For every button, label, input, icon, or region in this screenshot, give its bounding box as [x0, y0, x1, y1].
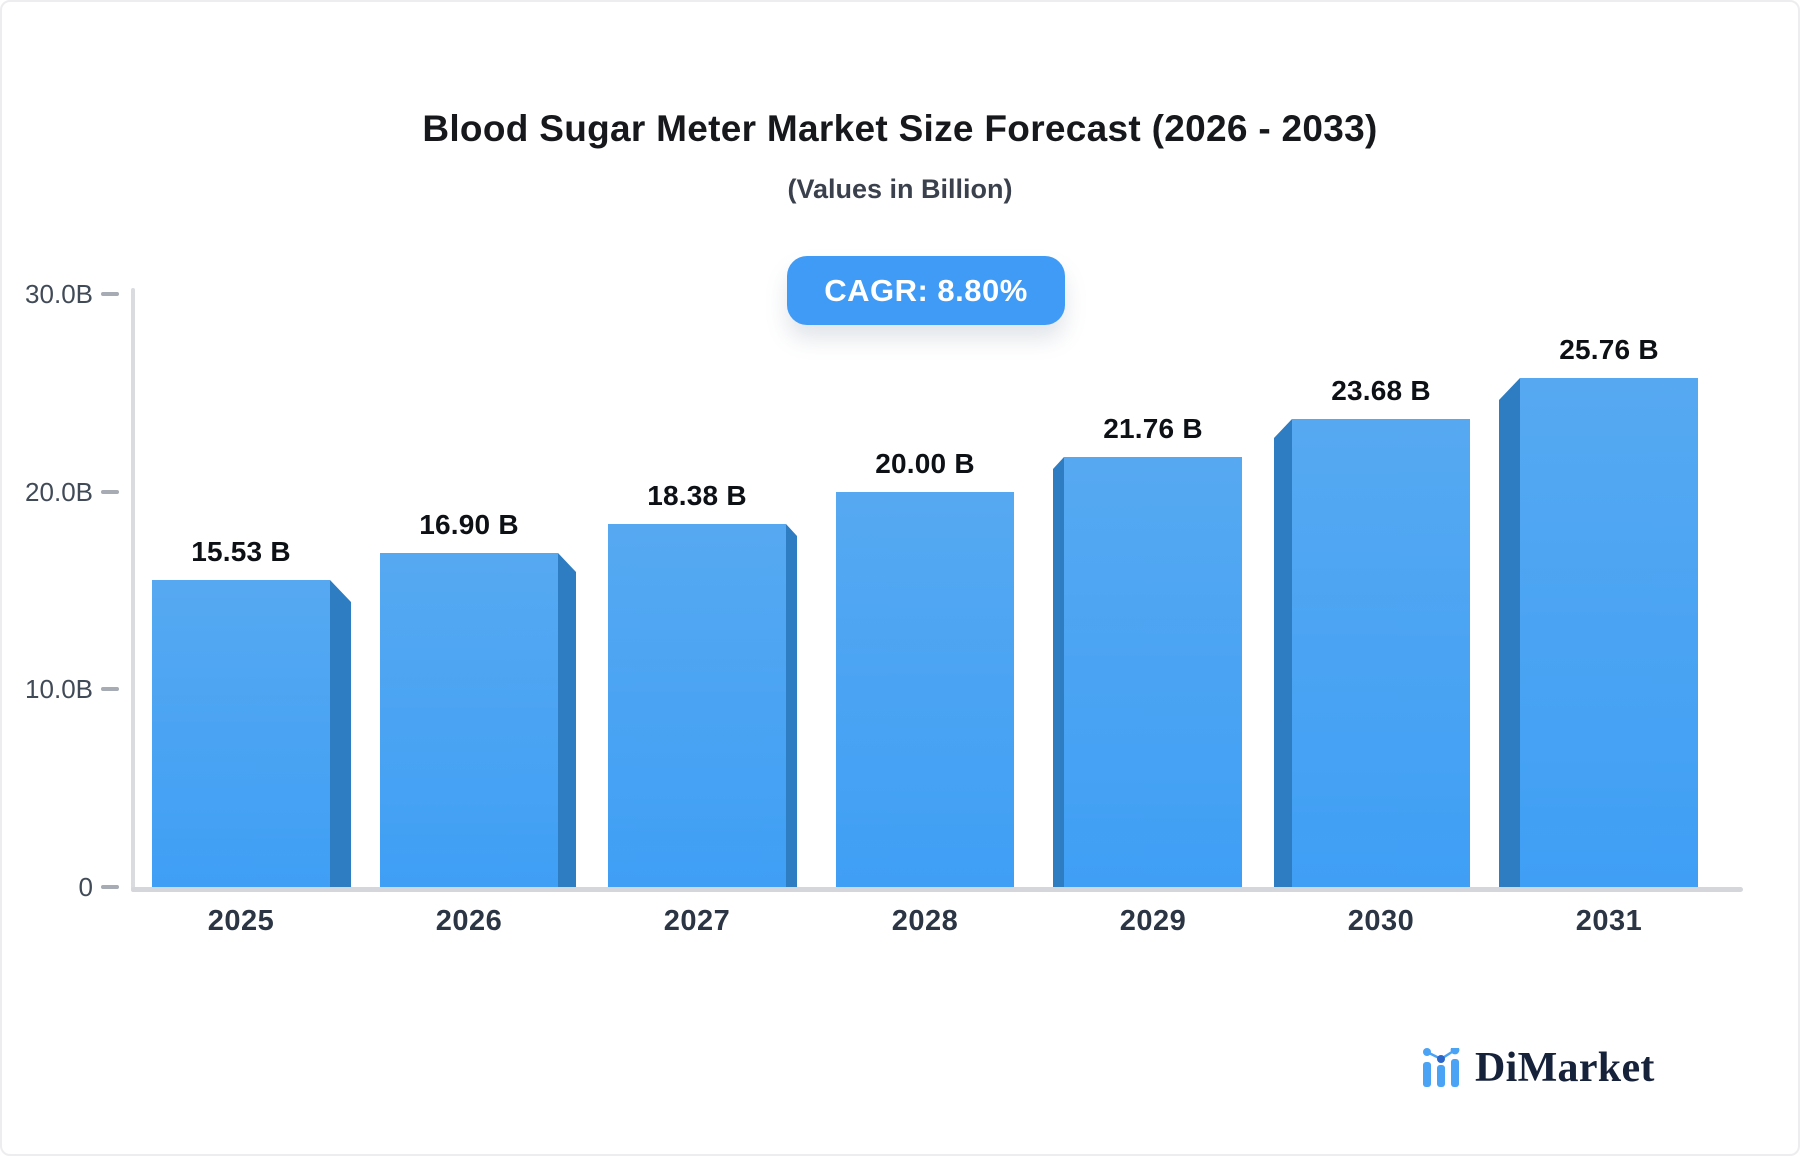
x-axis-label: 2028	[891, 905, 959, 937]
bar-face[interactable]	[380, 553, 558, 887]
brand-name: DiMarket	[1475, 1045, 1655, 1091]
bar-face[interactable]	[1292, 419, 1470, 887]
bar-side[interactable]	[786, 524, 797, 887]
cagr-badge: CAGR: 8.80%	[787, 256, 1065, 325]
bar-face[interactable]	[608, 524, 786, 887]
bar-side[interactable]	[558, 553, 576, 887]
brand-logo: DiMarket	[1422, 1042, 1655, 1094]
bar-value-label: 18.38 B	[647, 480, 747, 511]
y-tick-label: 20.0B	[25, 476, 93, 507]
bar-value-label: 16.90 B	[419, 509, 519, 540]
bar-value-label: 20.00 B	[875, 448, 975, 479]
bar-side[interactable]	[330, 580, 351, 887]
bar-value-label: 23.68 B	[1331, 375, 1431, 406]
x-axis-label: 2030	[1347, 905, 1415, 937]
bar-face[interactable]	[1520, 378, 1698, 887]
bar-value-label: 25.76 B	[1559, 334, 1659, 365]
y-tick-label: 10.0B	[25, 674, 93, 705]
bar-face[interactable]	[152, 580, 330, 887]
bar-value-label: 21.76 B	[1103, 413, 1203, 444]
y-tick	[101, 489, 119, 494]
y-tick	[101, 292, 119, 296]
bar-side[interactable]	[1499, 378, 1520, 887]
x-axis-label: 2025	[207, 905, 275, 937]
x-axis-label: 2027	[663, 905, 731, 937]
bar-side[interactable]	[1274, 419, 1292, 887]
y-tick-label: 30.0B	[25, 279, 93, 309]
bar-line-chart-icon	[1423, 1048, 1460, 1087]
x-axis-label: 2026	[435, 905, 503, 937]
x-axis-label: 2031	[1575, 905, 1643, 937]
y-axis-line	[131, 288, 135, 892]
bar-face[interactable]	[836, 492, 1014, 887]
bar-side[interactable]	[1053, 457, 1064, 887]
chart-title: Blood Sugar Meter Market Size Forecast (…	[422, 108, 1378, 149]
y-tick	[101, 687, 119, 692]
y-tick-label: 0	[78, 872, 93, 902]
x-axis-line	[131, 887, 1743, 892]
chart-subtitle: (Values in Billion)	[787, 174, 1013, 204]
bar-face[interactable]	[1064, 457, 1242, 887]
y-tick	[101, 885, 119, 889]
x-axis-label: 2029	[1119, 905, 1187, 937]
cagr-badge-label: CAGR: 8.80%	[824, 272, 1028, 308]
bar-value-label: 15.53 B	[191, 536, 291, 567]
